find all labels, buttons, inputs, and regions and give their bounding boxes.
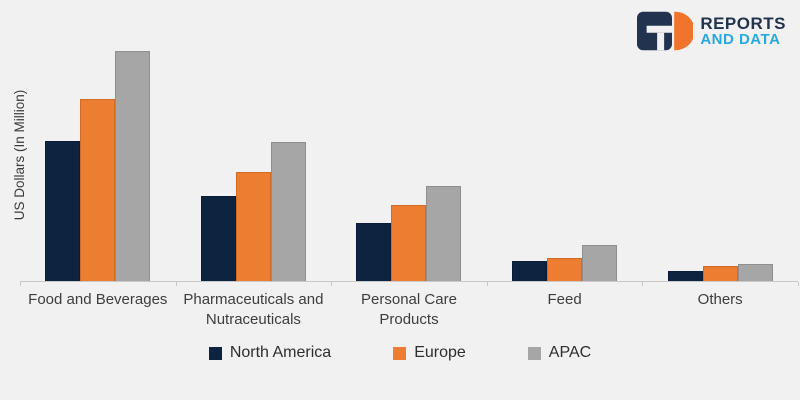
x-axis-tick [175,282,177,286]
legend-label: North America [229,344,332,361]
category-label: Others [697,291,743,308]
bar-europe [235,172,271,281]
bar-north-america [667,271,703,281]
bar-north-america [200,196,236,281]
bar-europe [80,99,116,281]
legend: North America Europe APAC [0,344,800,362]
plot-area [20,31,798,281]
legend-label: Europe [414,344,466,361]
x-axis-tick [642,282,644,286]
legend-item-north-america: North America [208,344,332,362]
legend-swatch-apac [527,346,541,360]
category-label: Personal Care Products [361,291,457,328]
legend-item-apac: APAC [527,344,592,362]
x-axis-tick [486,282,488,286]
x-axis-tick [798,282,799,286]
bar-apac [426,186,462,281]
logo-text: REPORTS AND DATA [700,13,786,49]
category-label: Feed [547,291,582,308]
reports-and-data-logo: REPORTS AND DATA [637,11,786,51]
logo-text-secondary: AND DATA [700,31,781,49]
bar-group [642,31,798,281]
logo-text-primary: REPORTS [700,13,786,33]
bar-north-america [45,141,81,281]
bar-apac [270,142,306,281]
bar-group [487,31,643,281]
legend-label: APAC [548,344,592,361]
bar-europe [547,258,583,281]
bar-apac [115,51,151,281]
x-axis-line [20,281,798,282]
bar-group [331,31,487,281]
bar-north-america [512,261,548,281]
x-axis-category-labels: Food and Beverages Pharmaceuticals and N… [20,290,798,330]
bar-apac [582,245,618,281]
bar-group [20,31,176,281]
bar-europe [702,266,738,281]
x-axis-tick [331,282,333,286]
bar-europe [391,205,427,281]
category-label: Food and Beverages [28,291,168,308]
legend-swatch-north-america [208,346,222,360]
category-label: Pharmaceuticals and Nutraceuticals [183,291,324,328]
x-axis-tick [20,282,21,286]
legend-item-europe: Europe [393,344,466,362]
bar-north-america [356,223,392,281]
rd-logo-icon [637,11,694,51]
bar-apac [737,264,773,281]
legend-swatch-europe [393,346,407,360]
bar-group [176,31,332,281]
